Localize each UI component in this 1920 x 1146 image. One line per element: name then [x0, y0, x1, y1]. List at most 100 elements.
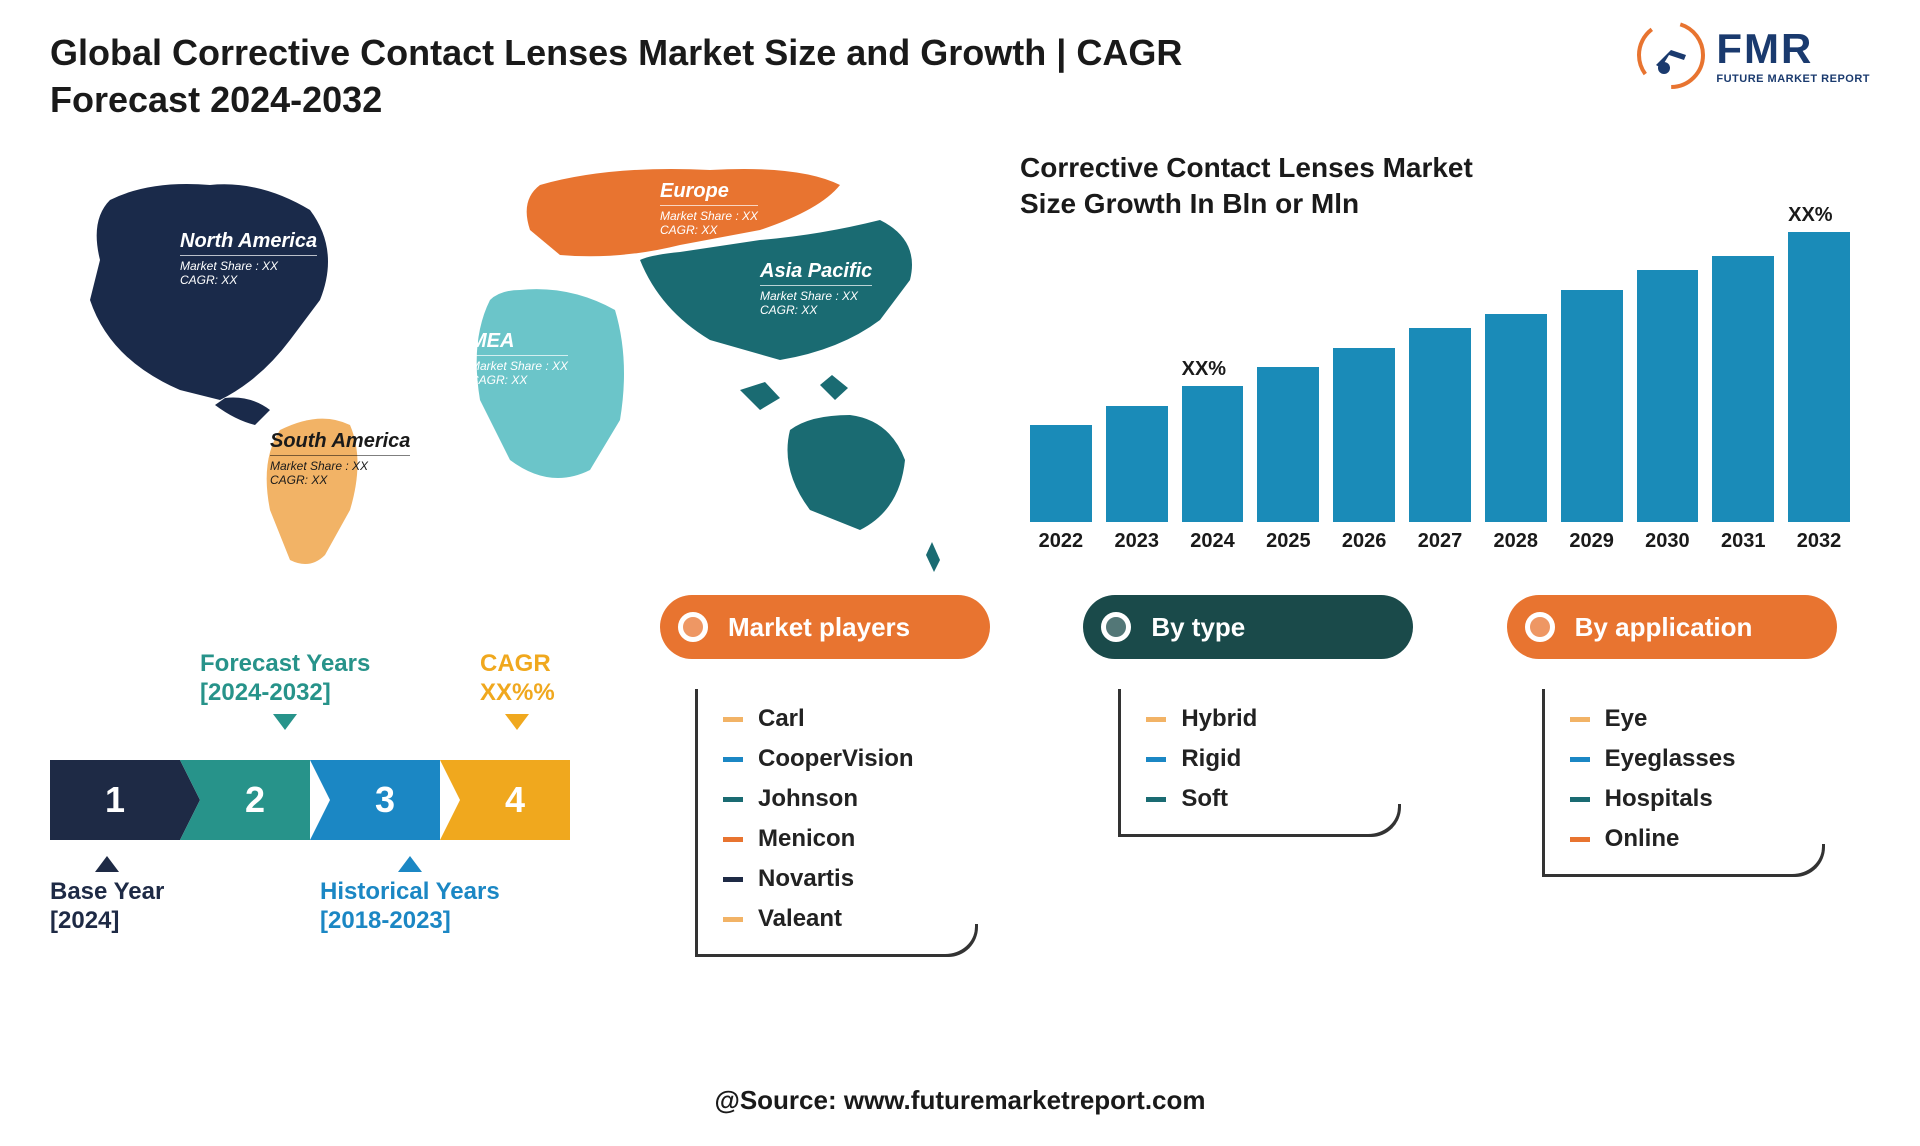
page-title-area: Global Corrective Contact Lenses Market …	[50, 30, 1250, 124]
bar-2031: 2031	[1712, 256, 1774, 553]
list-item: Johnson	[723, 779, 975, 819]
timeline-segment-4: 4	[440, 760, 570, 840]
region-label-north-america: North AmericaMarket Share : XXCAGR: XX	[180, 230, 317, 287]
bar-year-label: 2029	[1569, 530, 1614, 553]
region-label-asia-pacific: Asia PacificMarket Share : XXCAGR: XX	[760, 260, 872, 317]
category-pill: By type	[1083, 595, 1413, 659]
list-item: Eye	[1570, 699, 1822, 739]
bullet-icon	[1146, 717, 1166, 722]
category-column: Market players Carl CooperVision Johnson Men…	[660, 595, 1023, 957]
timeline-tag: CAGRXX%%	[480, 650, 555, 736]
category-list: Hybrid Rigid Soft	[1118, 689, 1398, 837]
bar-2025: 2025	[1257, 367, 1319, 553]
telescope-icon	[1636, 20, 1706, 90]
list-item-label: Novartis	[758, 865, 854, 893]
bar-year-label: 2025	[1266, 530, 1311, 553]
list-item: Valeant	[723, 899, 975, 939]
category-list: Carl CooperVision Johnson Menicon Novartis Va…	[695, 689, 975, 957]
bullet-icon	[723, 837, 743, 842]
region-label-mea: MEAMarket Share : XXCAGR: XX	[470, 330, 568, 387]
bar-year-label: 2022	[1039, 530, 1084, 553]
logo-text-sub: FUTURE MARKET REPORT	[1716, 73, 1870, 85]
bar-2023: 2023	[1106, 406, 1168, 553]
bar-chart-area: 20222023XX%20242025202620272028202920302…	[1020, 233, 1860, 553]
bar-2028: 2028	[1485, 314, 1547, 553]
bullet-icon	[1146, 757, 1166, 762]
pill-label: By type	[1151, 612, 1245, 643]
list-item-label: Hybrid	[1181, 705, 1257, 733]
list-item-label: Eye	[1605, 705, 1648, 733]
timeline-segment-3: 3	[310, 760, 440, 840]
category-column: By application Eye Eyeglasses Hospitals Onli…	[1507, 595, 1870, 957]
list-item: Carl	[723, 699, 975, 739]
logo-text-main: FMR	[1716, 25, 1870, 73]
list-item: Hospitals	[1570, 779, 1822, 819]
list-item-label: Hospitals	[1605, 785, 1713, 813]
list-item-label: Eyeglasses	[1605, 745, 1736, 773]
bullet-icon	[723, 717, 743, 722]
bar-year-label: 2024	[1190, 530, 1235, 553]
brand-logo: FMR FUTURE MARKET REPORT	[1636, 20, 1870, 90]
bullet-icon	[723, 797, 743, 802]
category-column: By type Hybrid Rigid Soft	[1083, 595, 1446, 957]
list-item-label: Carl	[758, 705, 805, 733]
region-label-europe: EuropeMarket Share : XXCAGR: XX	[660, 180, 758, 237]
list-item-label: Johnson	[758, 785, 858, 813]
source-attribution: @Source: www.futuremarketreport.com	[714, 1085, 1205, 1116]
bullet-icon	[1570, 797, 1590, 802]
bullet-icon	[723, 757, 743, 762]
pill-dot-icon	[1525, 612, 1555, 642]
bullet-icon	[1570, 837, 1590, 842]
bar-annotation: XX%	[1788, 204, 1832, 227]
bar-2024: XX%2024	[1182, 386, 1244, 552]
list-item: Eyeglasses	[1570, 739, 1822, 779]
bar-2029: 2029	[1561, 290, 1623, 553]
timeline-row: 1234	[50, 760, 570, 840]
timeline-tag: Base Year[2024]	[50, 850, 164, 936]
list-item-label: CooperVision	[758, 745, 914, 773]
timeline-tag: Historical Years[2018-2023]	[320, 850, 500, 936]
bar-year-label: 2026	[1342, 530, 1387, 553]
list-item-label: Soft	[1181, 785, 1228, 813]
category-columns: Market players Carl CooperVision Johnson Men…	[660, 595, 1870, 957]
bar-year-label: 2030	[1645, 530, 1690, 553]
bar-year-label: 2023	[1114, 530, 1159, 553]
list-item-label: Menicon	[758, 825, 855, 853]
list-item: Novartis	[723, 859, 975, 899]
list-item: Soft	[1146, 779, 1398, 819]
category-list: Eye Eyeglasses Hospitals Online	[1542, 689, 1822, 877]
category-pill: Market players	[660, 595, 990, 659]
list-item: Online	[1570, 819, 1822, 859]
bullet-icon	[723, 877, 743, 882]
pill-dot-icon	[1101, 612, 1131, 642]
pill-dot-icon	[678, 612, 708, 642]
list-item: Menicon	[723, 819, 975, 859]
bar-year-label: 2031	[1721, 530, 1766, 553]
list-item: Hybrid	[1146, 699, 1398, 739]
pill-label: Market players	[728, 612, 910, 643]
chart-title: Corrective Contact Lenses Market Size Gr…	[1020, 150, 1500, 223]
bar-annotation: XX%	[1182, 358, 1226, 381]
bar-2032: XX%2032	[1788, 232, 1850, 553]
list-item-label: Online	[1605, 825, 1680, 853]
bar-2030: 2030	[1637, 270, 1699, 552]
bar-year-label: 2028	[1494, 530, 1539, 553]
pill-label: By application	[1575, 612, 1753, 643]
bar-year-label: 2027	[1418, 530, 1463, 553]
timeline-section: Forecast Years[2024-2032] CAGRXX%% Base Ye…	[50, 620, 610, 980]
bullet-icon	[1570, 717, 1590, 722]
bar-2027: 2027	[1409, 328, 1471, 552]
world-map: North AmericaMarket Share : XXCAGR: XX So…	[60, 160, 960, 580]
list-item: Rigid	[1146, 739, 1398, 779]
list-item: CooperVision	[723, 739, 975, 779]
bar-year-label: 2032	[1797, 530, 1842, 553]
list-item-label: Rigid	[1181, 745, 1241, 773]
region-label-south-america: South AmericaMarket Share : XXCAGR: XX	[270, 430, 410, 487]
bar-2026: 2026	[1333, 348, 1395, 553]
list-item-label: Valeant	[758, 905, 842, 933]
category-pill: By application	[1507, 595, 1837, 659]
bullet-icon	[723, 917, 743, 922]
timeline-tag: Forecast Years[2024-2032]	[200, 650, 370, 736]
bullet-icon	[1570, 757, 1590, 762]
growth-chart: Corrective Contact Lenses Market Size Gr…	[1020, 150, 1860, 560]
